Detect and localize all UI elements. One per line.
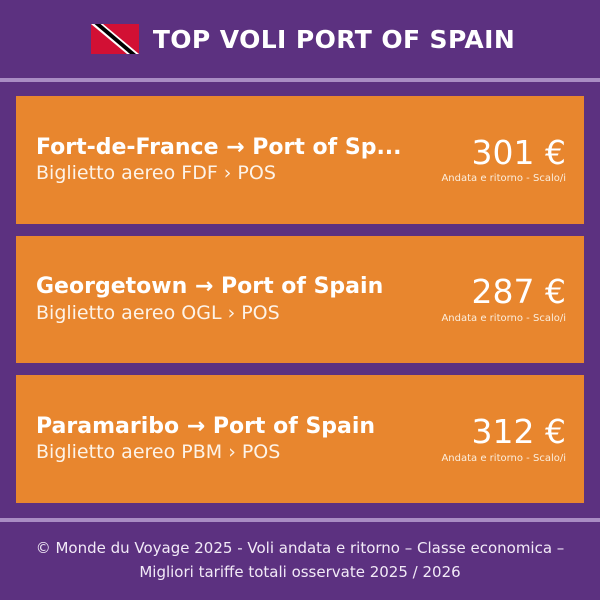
- flight-price: 301 €: [471, 132, 566, 172]
- flight-ticket-code: Biglietto aereo OGL › POS: [36, 302, 280, 324]
- page-title: TOP VOLI PORT OF SPAIN: [152, 24, 516, 54]
- flight-ticket-code: Biglietto aereo PBM › POS: [36, 442, 281, 464]
- flight-route: Fort-de-France → Port of Sp...: [36, 134, 402, 160]
- flight-price-note: Andata e ritorno - Scalo/i: [441, 452, 566, 464]
- poster-footer: © Monde du Voyage 2025 - Voli andata e r…: [0, 522, 600, 600]
- flight-price-block: 301 € Andata e ritorno - Scalo/i: [429, 132, 566, 185]
- header-divider: [0, 78, 600, 82]
- flight-card-details: Fort-de-France → Port of Sp... Biglietto…: [36, 135, 429, 185]
- flight-card[interactable]: Fort-de-France → Port of Sp... Biglietto…: [16, 96, 584, 224]
- flight-price-block: 287 € Andata e ritorno - Scalo/i: [429, 275, 566, 324]
- flight-card-details: Georgetown → Port of Spain Biglietto aer…: [36, 274, 429, 324]
- flight-price: 287 €: [471, 272, 566, 312]
- flight-price-block: 312 € Andata e ritorno - Scalo/i: [429, 411, 566, 464]
- flight-price-note: Andata e ritorno - Scalo/i: [441, 173, 566, 185]
- flight-card[interactable]: Paramaribo → Port of Spain Biglietto aer…: [16, 375, 584, 504]
- footer-divider: [0, 518, 600, 522]
- poster-header: TOP VOLI PORT OF SPAIN: [0, 0, 600, 78]
- flight-route: Georgetown → Port of Spain: [36, 274, 384, 300]
- flight-ticket-code: Biglietto aereo FDF › POS: [36, 163, 276, 185]
- trinidad-and-tobago-flag-icon: [90, 24, 139, 54]
- flight-price: 312 €: [471, 411, 566, 451]
- flight-card-list: Fort-de-France → Port of Sp... Biglietto…: [0, 82, 600, 518]
- flight-route: Paramaribo → Port of Spain: [36, 414, 376, 440]
- flight-price-note: Andata e ritorno - Scalo/i: [441, 312, 566, 324]
- footer-disclaimer: © Monde du Voyage 2025 - Voli andata e r…: [35, 539, 565, 581]
- flight-card-details: Paramaribo → Port of Spain Biglietto aer…: [36, 414, 429, 464]
- flight-card[interactable]: Georgetown → Port of Spain Biglietto aer…: [16, 235, 584, 364]
